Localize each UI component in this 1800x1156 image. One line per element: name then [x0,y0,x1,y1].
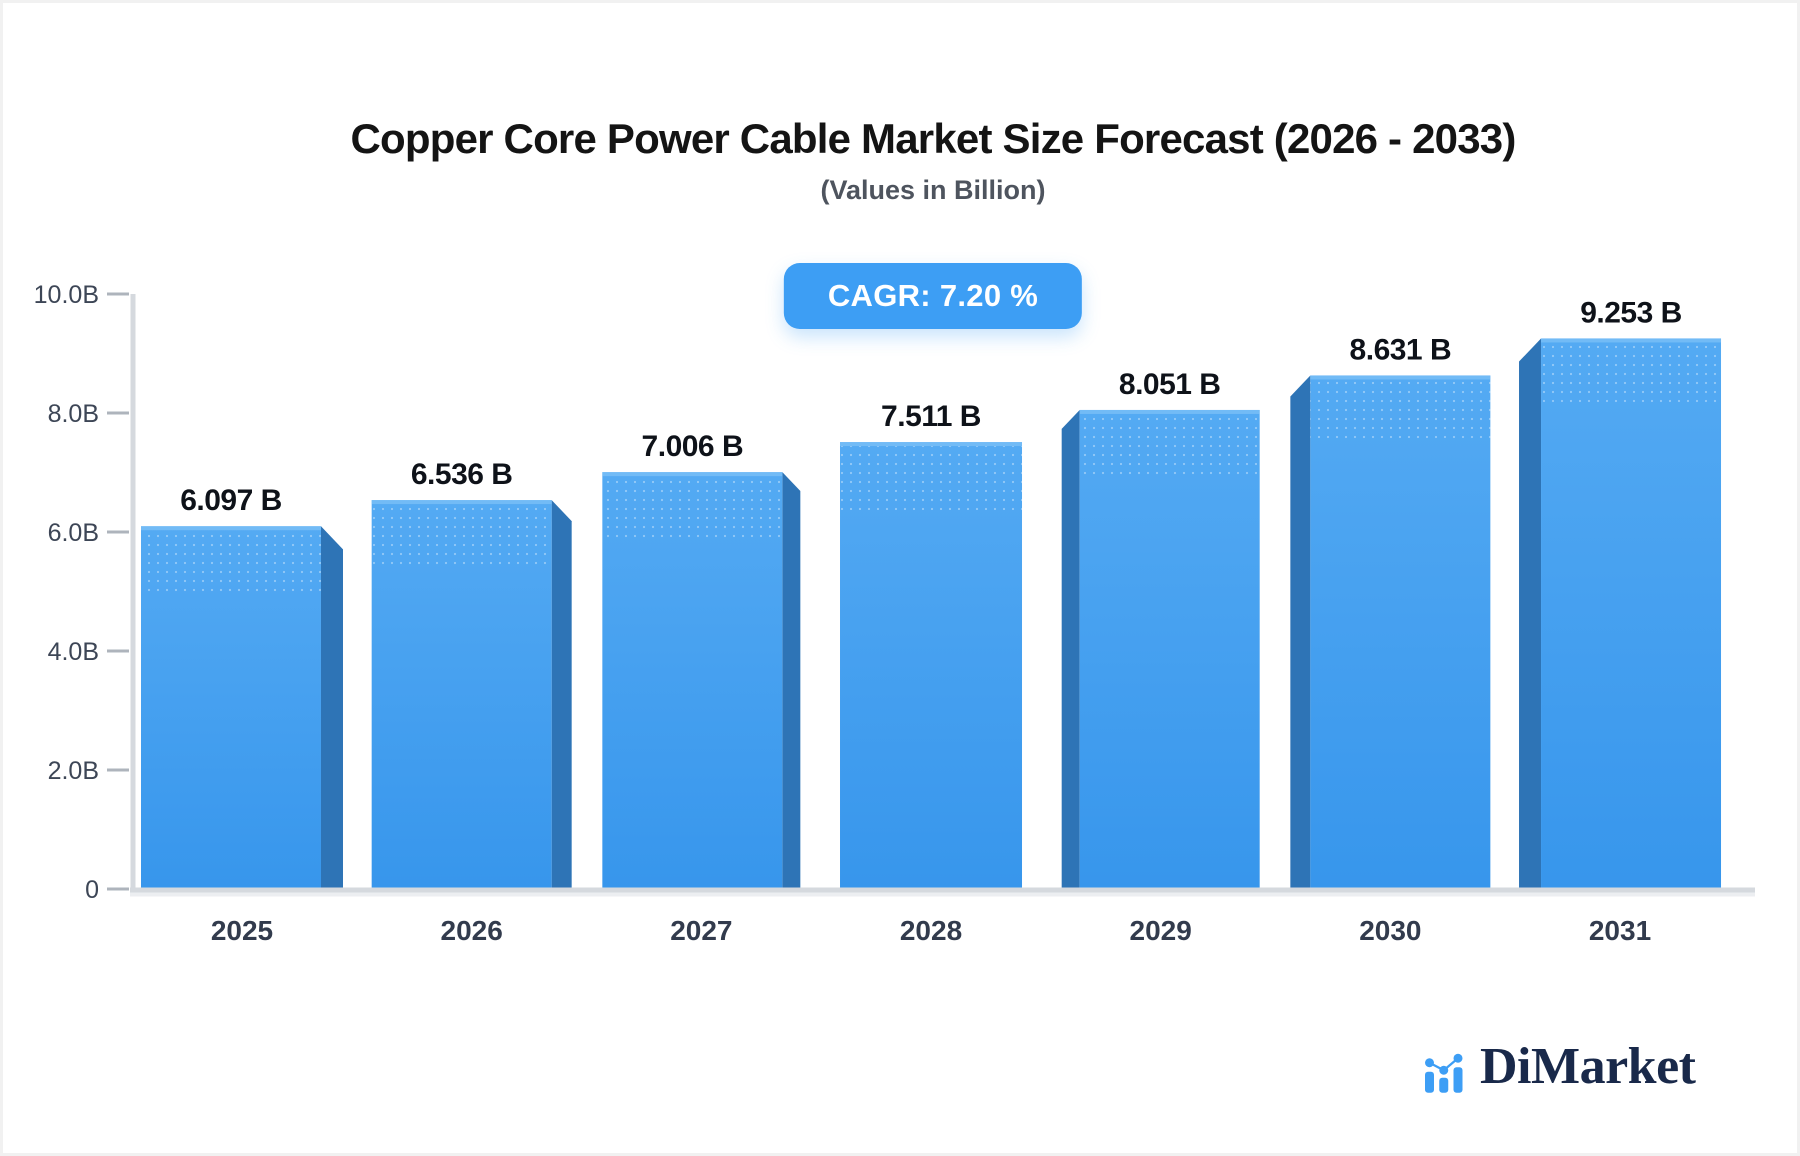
bar-side-face [1290,375,1311,889]
bar-value-label: 6.097 B [180,484,282,517]
bar-top-edge-highlight [1310,375,1491,380]
y-tick-label: 8.0B [48,400,99,428]
bar-front-face [1541,338,1722,889]
bar-front-face [602,472,783,889]
x-axis-label: 2026 [441,915,503,946]
bar-top-texture [1310,379,1491,444]
bar-front-face [1079,409,1260,889]
y-tick-label: 6.0B [48,519,99,547]
bar-top-texture [141,530,321,595]
x-axis-label: 2028 [900,915,962,946]
bar-2030: 8.631 B 2030 [1290,333,1491,946]
bar-value-label: 8.051 B [1119,368,1221,401]
x-axis-label: 2025 [211,915,273,946]
bar-top-texture [1079,413,1260,478]
bar-top-edge-highlight [371,500,552,505]
y-tick-label: 0 [85,876,99,904]
logo-bar-chart-icon [1425,1053,1463,1093]
x-axis-label: 2029 [1130,915,1192,946]
bar-top-edge-highlight [602,472,783,477]
bar-front-face [840,442,1023,889]
bar-value-label: 7.006 B [642,430,744,463]
bar-top-edge-highlight [1541,338,1722,343]
bar-2025: 6.097 B 2025 [141,484,343,946]
bar-2028: 7.511 B 2028 [840,400,1023,946]
bar-top-texture [371,504,552,569]
bar-top-texture [602,476,783,541]
bar-side-face [782,472,801,889]
bar-side-face [551,500,572,889]
cagr-badge-label: CAGR: 7.20 % [827,278,1039,313]
bar-2029: 8.051 B 2029 [1061,368,1260,946]
brand-logo: DiMarket [1422,1038,1696,1095]
bar-side-face [321,526,343,889]
y-tick-label: 4.0B [48,638,99,666]
logo-wordmark: DiMarket [1480,1038,1696,1095]
bar-value-label: 8.631 B [1350,333,1452,366]
bar-chart: 0 2.0B 4.0B 6.0B 8.0B 10.0B 6.097 B 2025 6.536 B… [34,281,1755,946]
x-axis-label: 2027 [670,915,732,946]
bar-2031: 9.253 B 2031 [1519,296,1722,946]
bar-value-label: 7.511 B [881,400,981,433]
chart-subtitle: (Values in Billion) [820,175,1046,205]
chart-title: Copper Core Power Cable Market Size Fore… [350,115,1516,162]
bar-side-face [1519,338,1542,889]
bar-top-texture [840,446,1023,511]
bar-value-label: 6.536 B [411,458,513,491]
bar-top-texture [1541,342,1722,407]
y-tick-label: 10.0B [34,281,99,309]
bar-2027: 7.006 B 2027 [602,430,801,946]
x-axis-label: 2031 [1589,915,1651,946]
bar-side-face [1061,409,1080,889]
cagr-badge: CAGR: 7.20 % [783,263,1083,329]
bar-2026: 6.536 B 2026 [371,458,572,946]
x-axis-label: 2030 [1359,915,1421,946]
y-tick-label: 2.0B [48,757,99,785]
bar-top-edge-highlight [840,442,1023,447]
bar-front-face [1310,375,1491,889]
bar-top-edge-highlight [1079,409,1260,414]
bar-value-label: 9.253 B [1580,296,1682,329]
bar-top-edge-highlight [141,526,321,531]
